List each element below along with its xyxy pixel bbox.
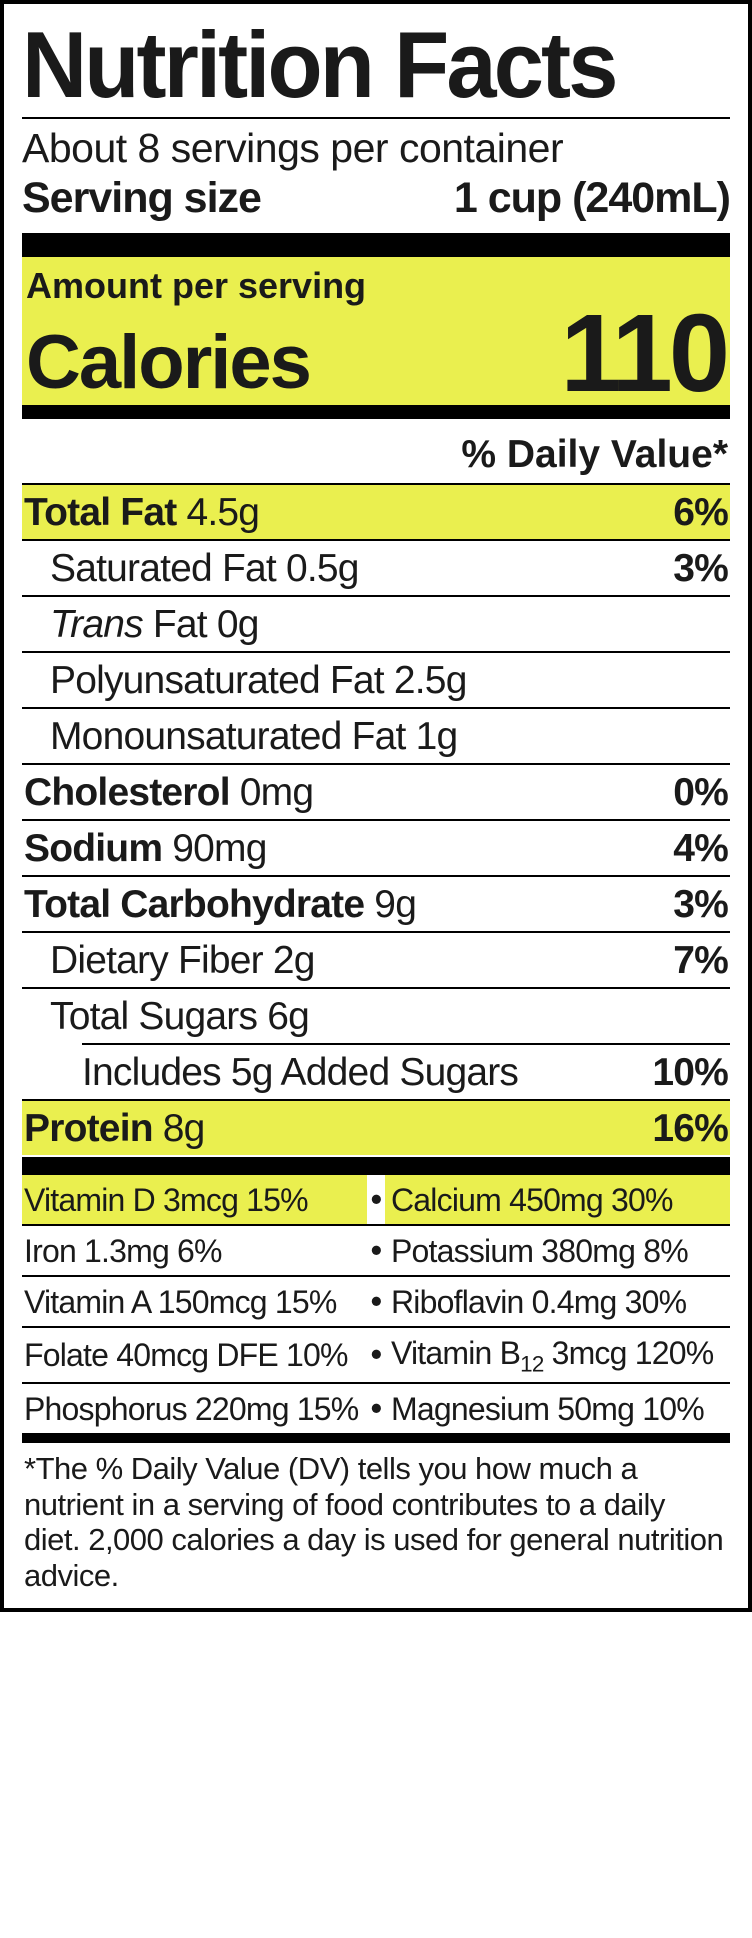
serving-size-value: 1 cup (240mL) xyxy=(454,174,730,223)
bullet-icon: • xyxy=(367,1336,385,1373)
bullet-icon: • xyxy=(367,1181,385,1218)
vitamin-cell: Iron 1.3mg 6% xyxy=(22,1226,367,1275)
nutrient-row-fiber: Dietary Fiber 2g 7% xyxy=(22,931,730,987)
nutrient-row-total_sugars: Total Sugars 6g xyxy=(22,987,730,1043)
nutrient-dv: 6% xyxy=(673,491,728,535)
nutrient-row-added_sugars: Includes 5g Added Sugars 10% xyxy=(22,1045,730,1099)
nutrition-facts-label: Nutrition Facts About 8 servings per con… xyxy=(0,0,752,1612)
nutrient-dv: 7% xyxy=(673,939,728,983)
vitamin-grid: Vitamin D 3mcg 15%•Calcium 450mg 30%Iron… xyxy=(22,1175,730,1433)
nutrient-row-protein: Protein 8g 16% xyxy=(22,1099,730,1155)
vitamin-cell: Potassium 380mg 8% xyxy=(385,1226,730,1275)
nutrient-name: Protein 8g xyxy=(24,1107,205,1151)
thick-bar xyxy=(22,1433,730,1443)
thick-bar xyxy=(22,233,730,257)
vitamin-cell: Vitamin A 150mcg 15% xyxy=(22,1277,367,1326)
nutrient-name: Saturated Fat 0.5g xyxy=(50,547,359,591)
nutrient-dv: 3% xyxy=(673,883,728,927)
nutrient-name: Polyunsaturated Fat 2.5g xyxy=(50,659,467,703)
nutrient-dv: 3% xyxy=(673,547,728,591)
nutrient-row-sodium: Sodium 90mg 4% xyxy=(22,819,730,875)
nutrient-name: Cholesterol 0mg xyxy=(24,771,313,815)
serving-size-label: Serving size xyxy=(22,174,261,223)
calories-block: Amount per serving Calories 110 xyxy=(22,257,730,405)
vitamin-cell: Calcium 450mg 30% xyxy=(385,1175,730,1224)
calories-value: 110 xyxy=(561,307,726,401)
calories-label: Calories xyxy=(26,325,310,401)
nutrient-row-trans_fat: Trans Fat 0g xyxy=(22,595,730,651)
daily-value-header: % Daily Value* xyxy=(22,419,730,483)
bullet-icon: • xyxy=(367,1283,385,1320)
servings-per-container: About 8 servings per container xyxy=(22,119,730,174)
nutrient-dv: 16% xyxy=(652,1107,728,1151)
nutrient-name: Total Carbohydrate 9g xyxy=(24,883,416,927)
nutrient-name: Trans Fat 0g xyxy=(50,603,259,647)
bullet-icon: • xyxy=(367,1232,385,1269)
nutrient-row-cholesterol: Cholesterol 0mg 0% xyxy=(22,763,730,819)
bullet-icon: • xyxy=(367,1390,385,1427)
nutrient-list: Total Fat 4.5g 6% Saturated Fat 0.5g 3% Tran… xyxy=(22,483,730,1155)
nutrient-row-total_carb: Total Carbohydrate 9g 3% xyxy=(22,875,730,931)
nutrient-name: Monounsaturated Fat 1g xyxy=(50,715,457,759)
nutrient-dv: 0% xyxy=(673,771,728,815)
thick-bar xyxy=(22,1157,730,1175)
vitamin-cell: Folate 40mcg DFE 10% xyxy=(22,1330,367,1379)
nutrient-name: Includes 5g Added Sugars xyxy=(82,1051,518,1095)
serving-size-row: Serving size 1 cup (240mL) xyxy=(22,174,730,233)
title: Nutrition Facts xyxy=(22,20,702,109)
vitamin-cell: Vitamin D 3mcg 15% xyxy=(22,1175,367,1224)
nutrient-row-poly_fat: Polyunsaturated Fat 2.5g xyxy=(22,651,730,707)
vitamin-cell: Riboflavin 0.4mg 30% xyxy=(385,1277,730,1326)
nutrient-name: Dietary Fiber 2g xyxy=(50,939,315,983)
nutrient-name: Total Sugars 6g xyxy=(50,995,309,1039)
nutrient-row-mono_fat: Monounsaturated Fat 1g xyxy=(22,707,730,763)
nutrient-name: Total Fat 4.5g xyxy=(24,491,259,535)
nutrient-row-sat_fat: Saturated Fat 0.5g 3% xyxy=(22,539,730,595)
vitamin-cell: Phosphorus 220mg 15% xyxy=(22,1384,367,1433)
footnote: *The % Daily Value (DV) tells you how mu… xyxy=(22,1443,730,1594)
nutrient-dv: 4% xyxy=(673,827,728,871)
nutrient-row-total_fat: Total Fat 4.5g 6% xyxy=(22,483,730,539)
vitamin-cell: Magnesium 50mg 10% xyxy=(385,1384,730,1433)
calories-row: Calories 110 xyxy=(22,307,730,405)
vitamin-cell: Vitamin B12 3mcg 120% xyxy=(385,1328,730,1382)
nutrient-dv: 10% xyxy=(652,1051,728,1095)
nutrient-name: Sodium 90mg xyxy=(24,827,267,871)
